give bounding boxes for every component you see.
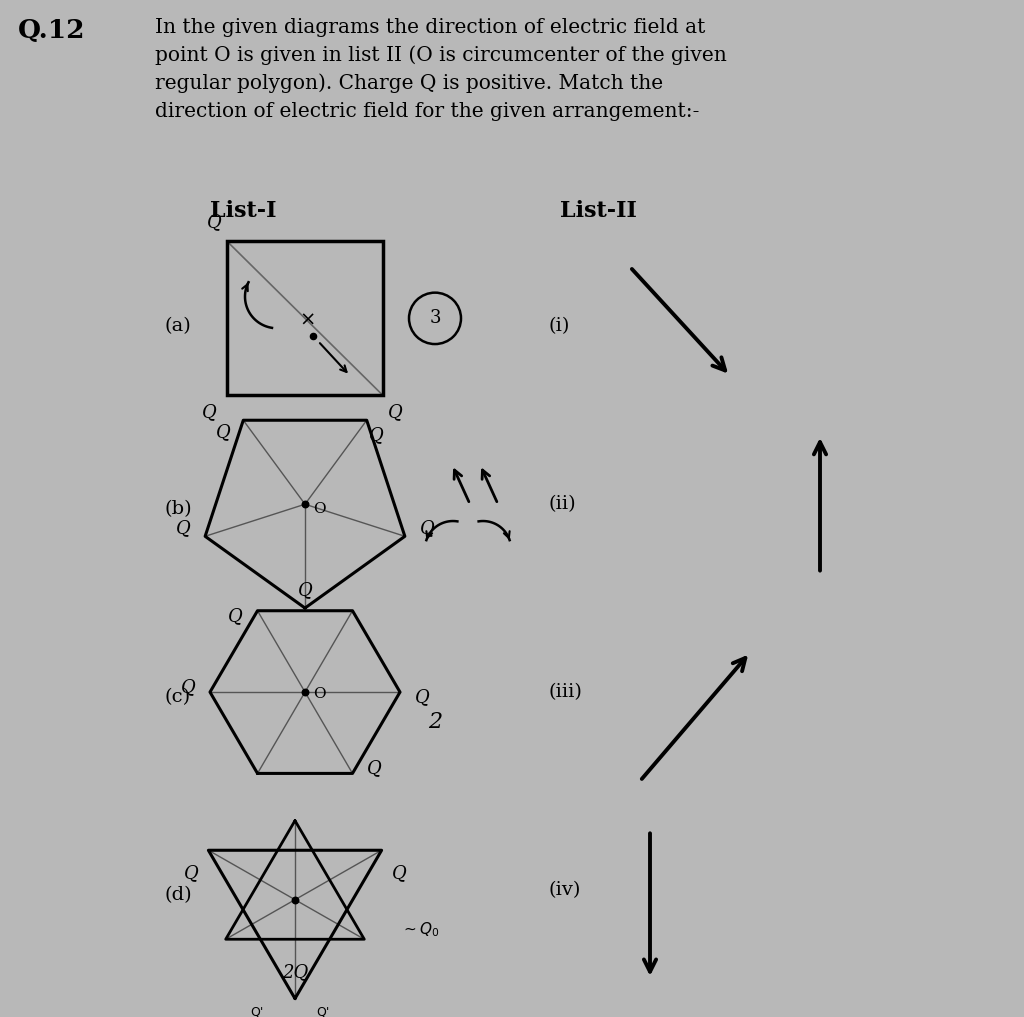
- Text: List-II: List-II: [560, 199, 637, 222]
- Text: Q: Q: [183, 864, 199, 882]
- Text: (iv): (iv): [548, 881, 581, 899]
- Text: (ii): (ii): [548, 495, 575, 514]
- Text: 2Q: 2Q: [282, 963, 308, 980]
- Text: In the given diagrams the direction of electric field at
point O is given in lis: In the given diagrams the direction of e…: [155, 17, 727, 121]
- Point: [287, 892, 303, 908]
- Text: Q: Q: [370, 426, 384, 444]
- Text: (a): (a): [165, 317, 191, 336]
- Text: (d): (d): [165, 886, 193, 904]
- Point: [297, 496, 313, 513]
- Text: Q: Q: [420, 520, 434, 537]
- Point: [305, 328, 322, 345]
- Text: Q: Q: [207, 214, 222, 231]
- Text: (c): (c): [165, 689, 191, 706]
- Text: (iii): (iii): [548, 683, 582, 701]
- Text: 2: 2: [428, 711, 442, 732]
- Text: O: O: [312, 502, 326, 517]
- Text: (i): (i): [548, 317, 569, 336]
- Text: Q: Q: [391, 864, 407, 882]
- Text: Q: Q: [415, 689, 429, 706]
- Text: Q.12: Q.12: [18, 17, 85, 43]
- Text: 3: 3: [429, 309, 440, 327]
- Text: Q: Q: [216, 423, 230, 441]
- Text: ×: ×: [300, 311, 316, 330]
- Text: Q': Q': [316, 1006, 330, 1017]
- Text: Q: Q: [368, 760, 382, 777]
- Text: List-I: List-I: [210, 199, 276, 222]
- Text: (b): (b): [165, 500, 193, 519]
- Text: $\sim Q_0$: $\sim Q_0$: [400, 920, 439, 939]
- Bar: [227, 241, 383, 396]
- Text: Q: Q: [180, 678, 196, 696]
- Point: [297, 684, 313, 701]
- Text: Q: Q: [203, 404, 217, 421]
- Text: Q: Q: [298, 582, 312, 599]
- Text: Q': Q': [251, 1006, 264, 1017]
- Text: Q: Q: [176, 520, 190, 537]
- Text: Q: Q: [228, 607, 243, 624]
- Text: O: O: [312, 687, 326, 701]
- Text: Q: Q: [388, 404, 402, 421]
